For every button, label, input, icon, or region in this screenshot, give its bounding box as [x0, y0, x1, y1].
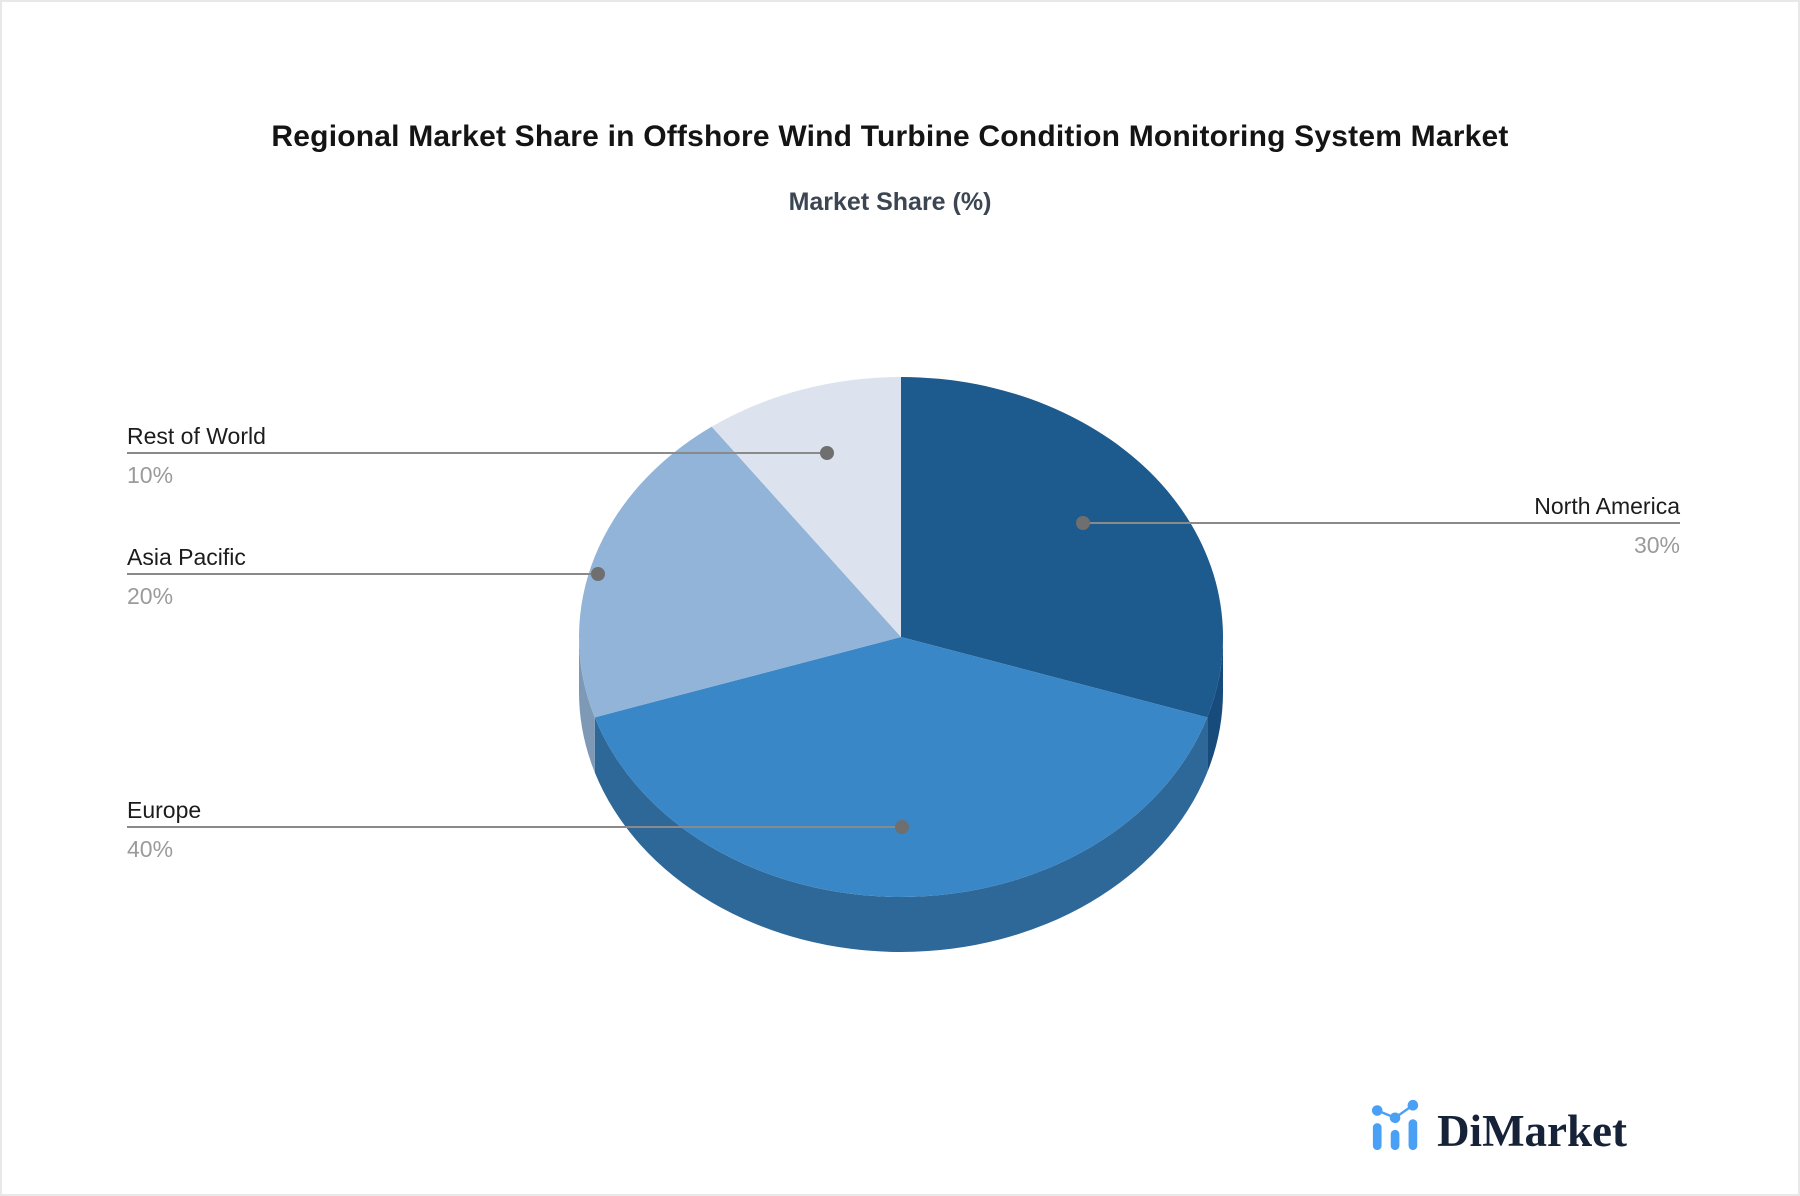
slice-label-asia-pacific: Asia Pacific: [127, 544, 246, 570]
slice-value-rest-of-world: 10%: [127, 462, 173, 488]
pie-slice-side-north-america: [1207, 637, 1223, 773]
pie-slice-asia-pacific[interactable]: [579, 426, 901, 718]
bar-chart-trend-icon: [1371, 1099, 1419, 1151]
pie-slice-europe[interactable]: [594, 637, 1208, 897]
slice-value-north-america: 30%: [1634, 532, 1680, 558]
slice-value-europe: 40%: [127, 836, 173, 862]
chart-subtitle: Market Share (%): [788, 188, 992, 216]
slice-label-europe: Europe: [127, 797, 201, 823]
brand-logo-text: DiMarket: [1437, 1106, 1627, 1156]
slice-label-rest-of-world: Rest of World: [127, 423, 266, 449]
pie-slice-side-asia-pacific: [579, 637, 595, 773]
slice-label-north-america: North America: [1534, 493, 1680, 519]
leader-dot-asia-pacific: [591, 567, 605, 581]
slice-value-asia-pacific: 20%: [127, 583, 173, 609]
chart-title: Regional Market Share in Offshore Wind T…: [271, 120, 1509, 153]
brand-logo: DiMarket: [1370, 1098, 1627, 1154]
leader-dot-north-america: [1076, 516, 1090, 530]
leader-dot-europe: [895, 820, 909, 834]
pie-slice-north-america[interactable]: [901, 377, 1223, 718]
pie-slice-side-europe: [594, 717, 1208, 952]
pie-slice-rest-of-world[interactable]: [711, 377, 901, 637]
leader-dot-rest-of-world: [820, 446, 834, 460]
